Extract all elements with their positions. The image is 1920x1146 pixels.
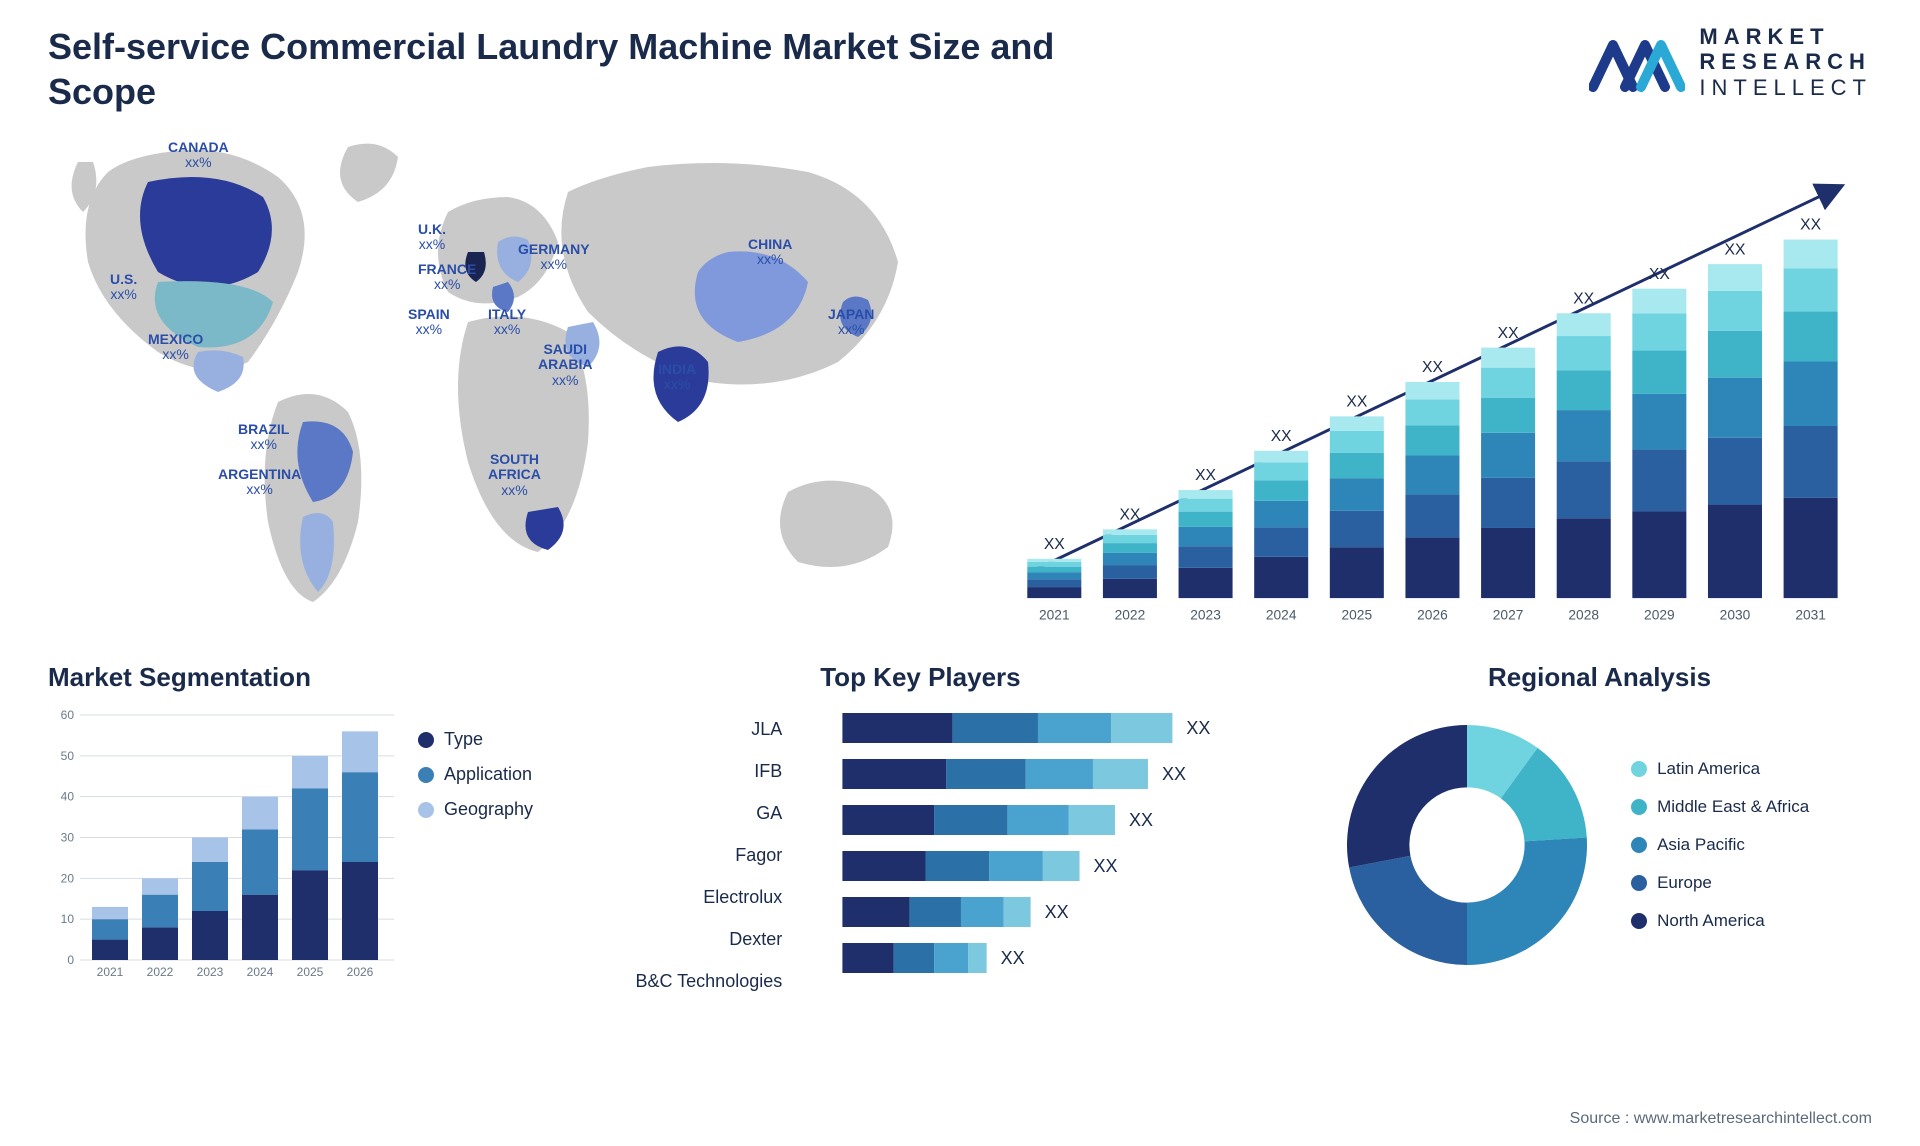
map-label: U.S.xx% xyxy=(110,272,137,303)
logo-mark-icon xyxy=(1589,27,1685,97)
legend-item: Type xyxy=(418,729,533,750)
svg-text:XX: XX xyxy=(1649,266,1670,283)
svg-text:2023: 2023 xyxy=(1190,608,1221,623)
logo-text: MARKET RESEARCH INTELLECT xyxy=(1699,24,1872,100)
legend-item: Asia Pacific xyxy=(1631,835,1809,855)
map-label: MEXICOxx% xyxy=(148,332,203,363)
world-map: CANADAxx% U.S.xx% MEXICOxx% BRAZILxx% ARGENT… xyxy=(48,122,948,642)
svg-text:XX: XX xyxy=(1162,764,1186,784)
player-name: Dexter xyxy=(600,922,782,956)
key-players-panel: Top Key Players XX XX XX XX XX XX xyxy=(820,662,1297,1005)
svg-text:XX: XX xyxy=(1725,241,1746,258)
players-name-list: JLA IFB GA Fagor Electrolux Dexter B&C Technol… xyxy=(600,662,790,1005)
svg-text:40: 40 xyxy=(61,790,75,804)
player-name: Electrolux xyxy=(600,880,782,914)
svg-text:XX: XX xyxy=(1271,428,1292,445)
svg-text:2022: 2022 xyxy=(147,965,174,979)
map-label: GERMANYxx% xyxy=(518,242,590,273)
svg-text:XX: XX xyxy=(1346,394,1367,411)
map-label: U.K.xx% xyxy=(418,222,446,253)
svg-text:2024: 2024 xyxy=(247,965,274,979)
map-label: CANADAxx% xyxy=(168,140,229,171)
source-attribution: Source : www.marketresearchintellect.com xyxy=(1570,1110,1872,1128)
svg-text:XX: XX xyxy=(1119,507,1140,524)
svg-text:2031: 2031 xyxy=(1795,608,1826,623)
svg-text:2024: 2024 xyxy=(1266,608,1297,623)
map-label: SPAINxx% xyxy=(408,307,450,338)
svg-text:10: 10 xyxy=(61,912,75,926)
svg-text:20: 20 xyxy=(61,871,75,885)
svg-text:XX: XX xyxy=(1573,290,1594,307)
svg-text:0: 0 xyxy=(67,953,74,967)
svg-text:2021: 2021 xyxy=(97,965,124,979)
legend-item: North America xyxy=(1631,911,1809,931)
segmentation-panel: Market Segmentation 0 10 20 30 40 50 60 2021 202… xyxy=(48,662,570,1005)
map-label: ARGENTINAxx% xyxy=(218,467,301,498)
key-players-title: Top Key Players xyxy=(820,662,1297,693)
map-label: BRAZILxx% xyxy=(238,422,289,453)
svg-text:2025: 2025 xyxy=(297,965,324,979)
legend-item: Middle East & Africa xyxy=(1631,797,1809,817)
regional-panel: Regional Analysis Latin America Middle Ea… xyxy=(1327,662,1872,1005)
segmentation-chart: 0 10 20 30 40 50 60 2021 2022 2023 2024 2025 2026 xyxy=(48,705,398,985)
map-label: JAPANxx% xyxy=(828,307,874,338)
player-name: JLA xyxy=(600,712,782,746)
svg-text:XX: XX xyxy=(1195,467,1216,484)
legend-item: Geography xyxy=(418,799,533,820)
legend-item: Application xyxy=(418,764,533,785)
player-name: IFB xyxy=(600,754,782,788)
regional-legend: Latin America Middle East & Africa Asia Pa… xyxy=(1631,759,1809,931)
map-label: INDIAxx% xyxy=(658,362,696,393)
map-label: CHINAxx% xyxy=(748,237,792,268)
svg-text:XX: XX xyxy=(1045,902,1069,922)
player-name: GA xyxy=(600,796,782,830)
player-name: B&C Technologies xyxy=(600,964,782,998)
svg-text:2023: 2023 xyxy=(197,965,224,979)
svg-text:XX: XX xyxy=(1129,810,1153,830)
svg-text:2026: 2026 xyxy=(1417,608,1448,623)
player-name: Fagor xyxy=(600,838,782,872)
svg-text:XX: XX xyxy=(1001,948,1025,968)
map-label: SOUTHAFRICAxx% xyxy=(488,452,541,498)
map-label: ITALYxx% xyxy=(488,307,526,338)
market-size-chart: XX 2021 XX 2022 XX 2023 XX 2024 XX 2025 XX 2026 XX 20… xyxy=(988,122,1872,642)
svg-text:2030: 2030 xyxy=(1720,608,1751,623)
svg-text:2028: 2028 xyxy=(1568,608,1599,623)
svg-text:50: 50 xyxy=(61,749,75,763)
svg-text:XX: XX xyxy=(1187,718,1211,738)
segmentation-legend: Type Application Geography xyxy=(418,705,533,985)
regional-title: Regional Analysis xyxy=(1327,662,1872,693)
svg-text:30: 30 xyxy=(61,831,75,845)
svg-text:2029: 2029 xyxy=(1644,608,1675,623)
svg-text:XX: XX xyxy=(1498,325,1519,342)
page-title: Self-service Commercial Laundry Machine … xyxy=(48,24,1148,114)
svg-text:2022: 2022 xyxy=(1115,608,1146,623)
svg-text:XX: XX xyxy=(1800,217,1821,234)
legend-item: Europe xyxy=(1631,873,1809,893)
svg-text:2025: 2025 xyxy=(1342,608,1373,623)
map-label: SAUDIARABIAxx% xyxy=(538,342,592,388)
regional-donut-chart xyxy=(1327,705,1607,985)
svg-text:XX: XX xyxy=(1044,536,1065,553)
svg-text:60: 60 xyxy=(61,708,75,722)
svg-text:XX: XX xyxy=(1094,856,1118,876)
legend-item: Latin America xyxy=(1631,759,1809,779)
svg-text:XX: XX xyxy=(1422,359,1443,376)
map-label: FRANCExx% xyxy=(418,262,476,293)
brand-logo: MARKET RESEARCH INTELLECT xyxy=(1589,24,1872,100)
svg-text:2026: 2026 xyxy=(347,965,374,979)
svg-text:2027: 2027 xyxy=(1493,608,1524,623)
segmentation-title: Market Segmentation xyxy=(48,662,570,693)
key-players-chart: XX XX XX XX XX XX xyxy=(820,705,1297,1005)
svg-text:2021: 2021 xyxy=(1039,608,1070,623)
